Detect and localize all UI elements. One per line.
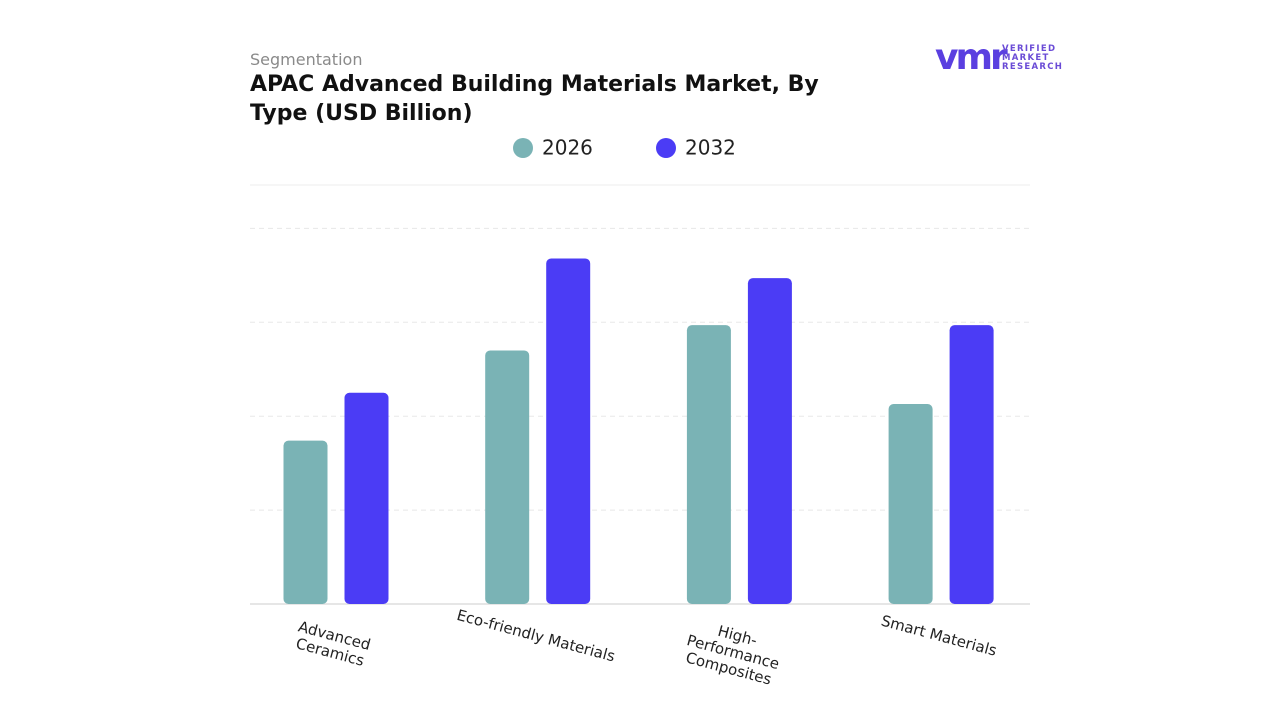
brand: VERIFIED MARKET RESEARCH (1002, 45, 1063, 72)
legend-label: 2032 (685, 136, 736, 160)
subtitle: Segmentation (250, 50, 363, 69)
brand-line: VERIFIED (1002, 44, 1057, 54)
bar (546, 258, 591, 604)
bar (747, 278, 792, 604)
bar (949, 325, 994, 604)
bar (283, 440, 328, 604)
bar (485, 350, 530, 604)
logo: vmr (935, 37, 1008, 78)
brand-line: RESEARCH (1002, 62, 1064, 72)
legend-label: 2026 (542, 136, 593, 160)
legend-swatch (656, 138, 676, 158)
bar (888, 403, 933, 604)
chart-title: APAC Advanced Building Materials Market,… (250, 72, 819, 126)
bar (686, 325, 731, 604)
legend-swatch (513, 138, 533, 158)
brand-line: MARKET (1002, 53, 1050, 63)
bar (344, 392, 389, 604)
